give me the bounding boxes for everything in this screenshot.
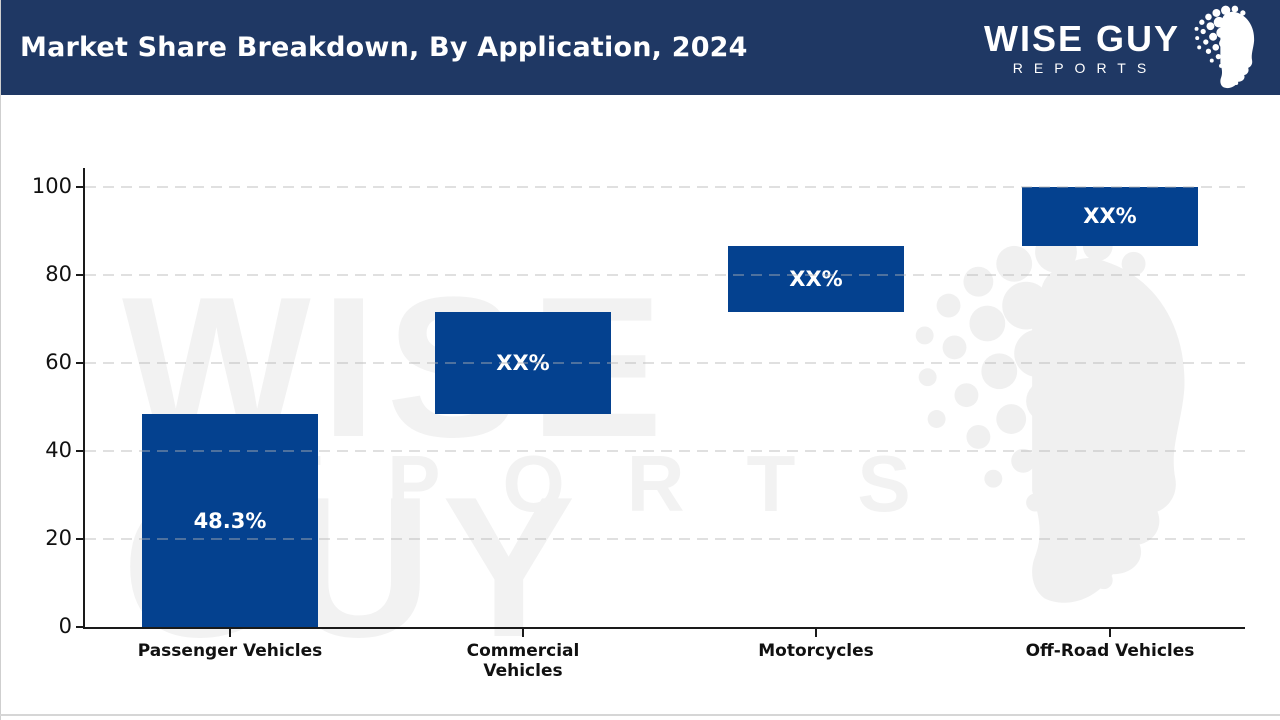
y-tick-label-0: 0 [58,614,72,638]
bar-off-road-vehicles: XX% [1022,187,1198,246]
x-tick-label-commercial-vehicles: Commercial Vehicles [466,641,580,681]
x-tick-label-motorcycles: Motorcycles [758,641,874,661]
y-tick-label-60: 60 [45,350,72,374]
x-tick-label-off-road-vehicles: Off-Road Vehicles [1025,641,1195,661]
header: Market Share Breakdown, By Application, … [0,0,1280,95]
brand-subtitle-text: REPORTS [1012,59,1158,76]
chart-title: Market Share Breakdown, By Application, … [20,32,748,63]
y-axis [83,168,85,629]
x-tick-mark-off-road-vehicles [1109,629,1111,637]
y-tick-mark-40 [76,450,83,452]
y-tick-mark-60 [76,362,83,364]
bar-value-label-commercial-vehicles: XX% [496,351,550,376]
grid-line-20 [85,538,1245,540]
grid-line-40 [85,450,1245,452]
y-tick-mark-80 [76,274,83,276]
brand-wordmark: WISE GUY REPORTS [984,20,1180,76]
plot-area: 0 20 40 60 80 100 48.3% Passenger Vehicles XX% Co… [0,95,1280,720]
bar-commercial-vehicles: XX% [435,312,611,415]
y-tick-label-40: 40 [45,438,72,462]
y-tick-mark-0 [76,626,83,628]
bar-value-label-passenger-vehicles: 48.3% [193,508,267,533]
x-tick-mark-commercial-vehicles [522,629,524,637]
x-tick-mark-motorcycles [815,629,817,637]
x-tick-mark-passenger-vehicles [229,629,231,637]
grid-line-80 [85,274,1245,276]
y-tick-label-20: 20 [45,526,72,550]
y-tick-mark-100 [76,186,83,188]
brand-name-text: WISE GUY [983,18,1180,60]
bar-passenger-vehicles: 48.3% [142,414,318,627]
bar-value-label-off-road-vehicles: XX% [1083,204,1137,229]
grid-line-60 [85,362,1245,364]
canvas-border-bottom [0,714,1280,716]
grid-line-100 [85,186,1245,188]
x-tick-label-passenger-vehicles: Passenger Vehicles [137,641,323,661]
brand-face-icon [1184,5,1266,91]
brand-logo: WISE GUY REPORTS [984,4,1266,92]
y-tick-mark-20 [76,538,83,540]
bar-motorcycles: XX% [728,245,904,313]
y-tick-label-80: 80 [45,262,72,286]
bar-value-label-motorcycles: XX% [789,267,843,292]
y-tick-label-100: 100 [31,174,72,198]
canvas-border-right [0,0,1,720]
x-axis [83,627,1245,629]
